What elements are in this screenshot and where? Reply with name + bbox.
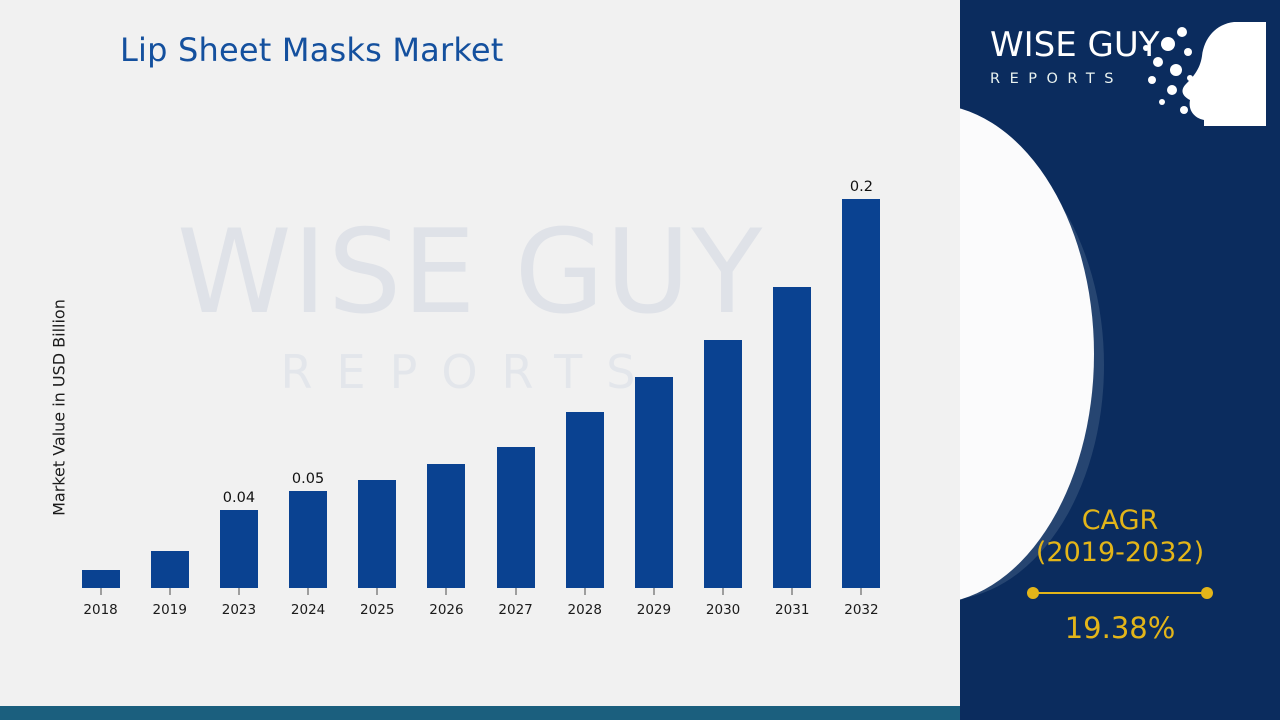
bar-group: 2029: [619, 150, 688, 618]
bar: [150, 551, 189, 588]
bar-group: 0.04 2023: [204, 150, 273, 618]
logo-head-dots-icon: [1143, 22, 1266, 126]
bar-group: 0.05 2024: [274, 150, 343, 618]
x-axis-tick: [515, 588, 517, 595]
bar: [358, 479, 397, 588]
x-axis-tick: [722, 588, 724, 595]
bar: [219, 510, 258, 588]
x-axis-tick: [376, 588, 378, 595]
bar-chart-plot-area: 2018 2019 0.04 2023 0.05 2024 2025 2026 2027 2028…: [66, 150, 896, 618]
bar: [634, 376, 673, 588]
chart-panel: WISE GUY REPORTS Lip Sheet Masks Market …: [0, 31, 960, 720]
brand-logo: WISE GUY REPORTS: [990, 22, 1266, 126]
cagr-block: CAGR (2019-2032) 19.38%: [960, 505, 1280, 645]
bar-value-label: 0.04: [222, 490, 256, 507]
x-axis-label: 2026: [429, 602, 464, 618]
page-title: Lip Sheet Masks Market: [120, 31, 504, 69]
bar-value-label: 0.2: [849, 178, 873, 195]
cagr-value: 19.38%: [1064, 610, 1176, 645]
x-axis-tick: [100, 588, 102, 595]
x-axis-label: 2024: [290, 602, 326, 618]
logo-wordmark: WISE GUY: [990, 25, 1160, 65]
x-axis-label: 2023: [221, 602, 257, 618]
cagr-range: (2019-2032): [1035, 536, 1205, 568]
bar-group: 2027: [481, 150, 550, 618]
x-axis-tick: [238, 588, 240, 595]
x-axis-tick: [653, 588, 655, 595]
bar-value-label: 0.05: [291, 470, 325, 487]
x-axis-tick: [860, 588, 862, 595]
x-axis-label: 2025: [360, 602, 395, 618]
x-axis-label: 2027: [498, 602, 533, 618]
x-axis-tick: [169, 588, 171, 595]
logo-subtitle: REPORTS: [990, 71, 1123, 87]
x-axis-label: 2029: [636, 602, 672, 618]
cagr-label: CAGR: [1081, 505, 1159, 536]
bar: [427, 464, 466, 588]
bar-group: 2019: [135, 150, 204, 618]
x-axis-label: 2028: [567, 602, 602, 618]
footer-rule: [0, 706, 960, 720]
bar: [289, 490, 328, 588]
bar-group: 2028: [550, 150, 619, 618]
bar: [81, 569, 120, 588]
bar-group: 2018: [66, 150, 135, 618]
x-axis-tick: [307, 588, 309, 595]
bar-group: 2026: [412, 150, 481, 618]
x-axis-label: 2031: [775, 602, 810, 618]
bar: [773, 287, 812, 588]
x-axis-tick: [445, 588, 447, 595]
x-axis-label: 2030: [705, 602, 741, 618]
divider-dot-right: [1201, 586, 1213, 599]
bar: [565, 411, 604, 588]
cagr-divider: [1027, 586, 1213, 599]
x-axis-tick: [791, 588, 793, 595]
bar-group: 2025: [343, 150, 412, 618]
bar: [496, 446, 535, 588]
bar-group: 2030: [689, 150, 758, 618]
side-panel: WISE GUY REPORTS: [960, 0, 1280, 720]
bar-group: 0.2 2032: [827, 150, 896, 618]
x-axis-label: 2018: [83, 602, 118, 618]
bar: [842, 198, 881, 588]
bar-group: 2031: [758, 150, 827, 618]
x-axis-label: 2019: [152, 602, 187, 618]
divider-line: [1033, 591, 1207, 594]
x-axis-tick: [584, 588, 586, 595]
x-axis-label: 2032: [844, 602, 879, 618]
bar: [704, 339, 743, 588]
